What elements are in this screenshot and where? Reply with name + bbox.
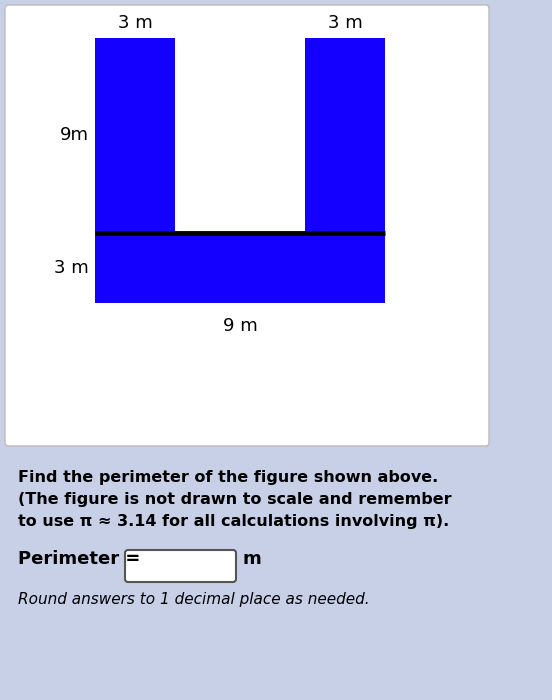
Text: 3 m: 3 m [118, 14, 152, 32]
Bar [95, 38, 175, 303]
Text: (The figure is not drawn to scale and remember: (The figure is not drawn to scale and re… [18, 492, 452, 507]
Bar [305, 38, 385, 303]
FancyBboxPatch shape [125, 550, 236, 582]
Text: 3 m: 3 m [328, 14, 362, 32]
Text: to use π ≈ 3.14 for all calculations involving π).: to use π ≈ 3.14 for all calculations inv… [18, 514, 449, 529]
Text: 3 m: 3 m [54, 259, 89, 277]
Text: Find the perimeter of the figure shown above.: Find the perimeter of the figure shown a… [18, 470, 438, 485]
Text: 9m: 9m [60, 127, 89, 144]
Text: Round answers to 1 decimal place as needed.: Round answers to 1 decimal place as need… [18, 592, 370, 607]
Text: Perimeter =: Perimeter = [18, 550, 140, 568]
FancyBboxPatch shape [5, 5, 489, 446]
Bar [95, 233, 385, 303]
Text: 9 m: 9 m [222, 317, 257, 335]
Text: m: m [243, 550, 262, 568]
